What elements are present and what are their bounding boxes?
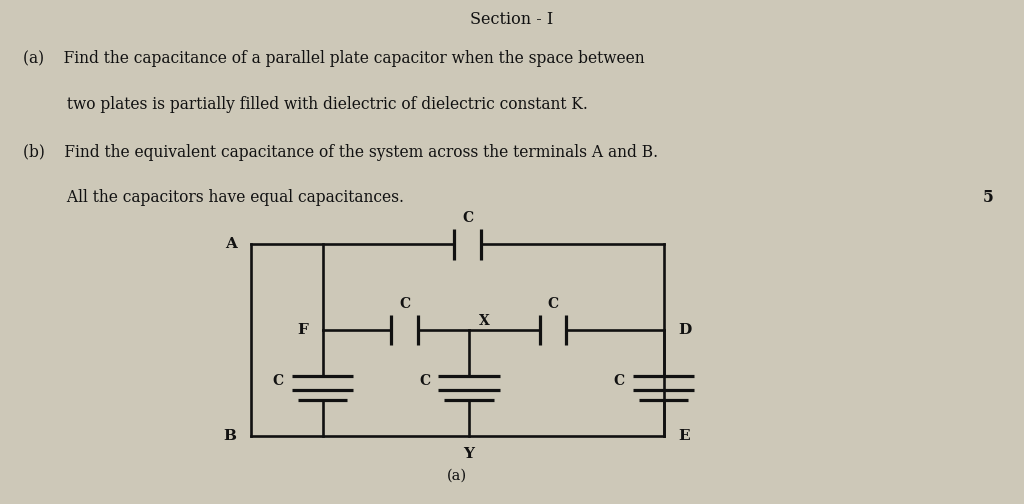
Text: C: C xyxy=(399,297,410,311)
Text: (a)    Find the capacitance of a parallel plate capacitor when the space between: (a) Find the capacitance of a parallel p… xyxy=(23,50,644,68)
Text: B: B xyxy=(223,429,237,443)
Text: (a): (a) xyxy=(447,469,467,483)
Text: C: C xyxy=(272,373,284,388)
Text: C: C xyxy=(613,373,625,388)
Text: C: C xyxy=(462,211,473,225)
Text: (b)    Find the equivalent capacitance of the system across the terminals A and : (b) Find the equivalent capacitance of t… xyxy=(23,144,657,161)
Text: 5: 5 xyxy=(983,189,993,206)
Text: Section - I: Section - I xyxy=(470,11,554,28)
Text: C: C xyxy=(548,297,558,311)
Text: Y: Y xyxy=(464,447,474,461)
Text: two plates is partially filled with dielectric of dielectric constant K.: two plates is partially filled with diel… xyxy=(23,96,588,113)
Text: C: C xyxy=(419,373,430,388)
Text: E: E xyxy=(678,429,689,443)
Text: X: X xyxy=(479,313,489,328)
Text: A: A xyxy=(224,237,237,251)
Text: D: D xyxy=(678,323,691,337)
Text: All the capacitors have equal capacitances.: All the capacitors have equal capacitanc… xyxy=(23,189,403,206)
Text: F: F xyxy=(297,323,308,337)
